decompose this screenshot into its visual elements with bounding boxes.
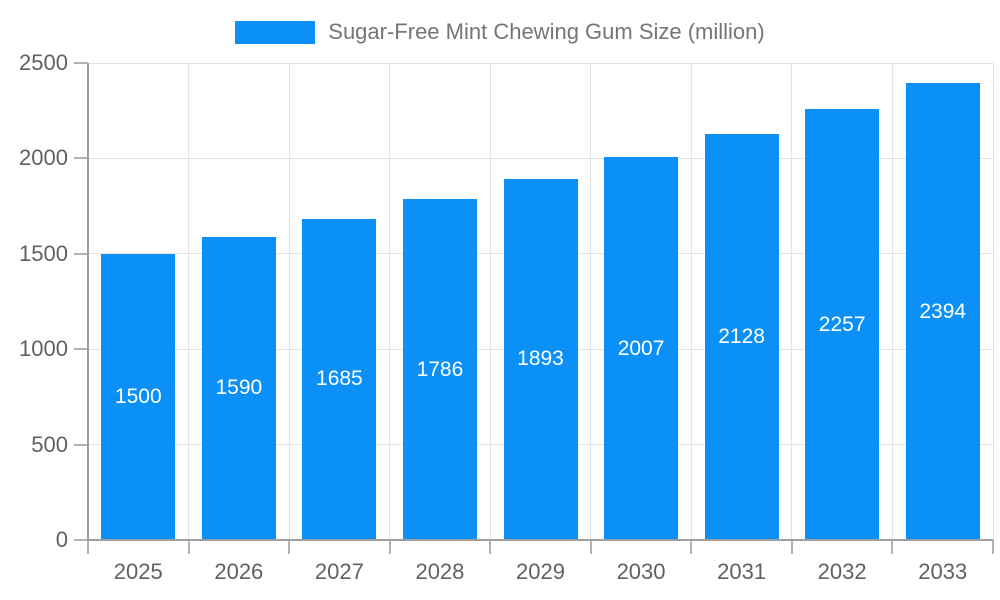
bar-value-label: 1590 [215,376,263,400]
y-gridline [88,62,993,64]
bar: 1500 [101,253,176,540]
y-axis-tick-label: 2500 [19,50,68,75]
legend-label: Sugar-Free Mint Chewing Gum Size (millio… [328,19,765,44]
x-gridline [791,63,793,540]
x-axis-tick [87,540,89,554]
x-axis-tick-label: 2026 [214,559,264,584]
x-gridline [288,63,290,540]
x-axis-tick [288,540,291,554]
y-axis-tick-label: 1500 [19,240,68,266]
y-axis-tick [74,539,88,541]
x-gridline [891,63,893,540]
y-axis-tick [74,157,88,160]
y-axis-tick-label: 2000 [19,145,68,171]
x-axis-tick-label: 2033 [918,559,968,584]
x-axis-tick [489,540,492,554]
bar-value-label: 2257 [818,312,866,336]
y-axis-tick-label: 500 [31,431,68,457]
y-axis-tick-label: 1000 [19,336,68,362]
bar-value-label: 1685 [316,367,363,391]
y-axis-tick [74,252,88,255]
legend-swatch-icon [235,20,316,44]
x-axis-tick [992,540,994,554]
bar: 1685 [302,218,377,540]
bar: 2128 [704,133,779,540]
bar: 1893 [503,178,578,540]
bar-value-label: 1893 [517,347,564,371]
bar-value-label: 1786 [416,357,464,381]
bar: 1786 [402,199,477,540]
x-gridline [389,63,391,540]
bar-value-label: 2128 [718,324,765,348]
x-gridline [590,63,592,540]
x-axis-tick [790,540,793,554]
x-axis-tick [187,540,190,554]
x-axis-tick [589,540,592,554]
x-axis-tick-label: 2029 [516,559,565,584]
bar-value-label: 2007 [617,336,665,360]
x-axis-tick-label: 2030 [616,559,666,584]
x-gridline [489,63,491,540]
x-gridline [992,63,994,540]
x-axis-tick-label: 2032 [817,559,867,584]
y-axis-tick [74,62,88,64]
y-axis-tick [74,348,88,351]
bar-value-label: 1500 [114,384,162,408]
y-axis-tick [74,443,88,446]
bar-value-label: 2394 [919,299,967,323]
x-gridline [690,63,692,540]
x-axis-tick-label: 2031 [717,559,767,584]
x-axis-tick-label: 2027 [314,559,364,584]
x-gridline [188,63,190,540]
bar: 1590 [201,236,276,540]
x-axis-tick [891,540,894,554]
y-gridline [88,157,993,159]
bar: 2394 [905,83,980,540]
y-axis-tick-label: 0 [55,527,68,552]
y-axis-line [87,63,89,541]
x-axis-tick [388,540,391,554]
legend: Sugar-Free Mint Chewing Gum Size (millio… [0,14,1000,50]
x-axis-line [87,539,993,541]
x-axis-tick [690,540,693,554]
bar: 2007 [604,157,679,540]
x-axis-tick-label: 2025 [113,559,163,584]
x-axis-tick-label: 2028 [415,559,465,584]
bar: 2257 [805,109,880,540]
